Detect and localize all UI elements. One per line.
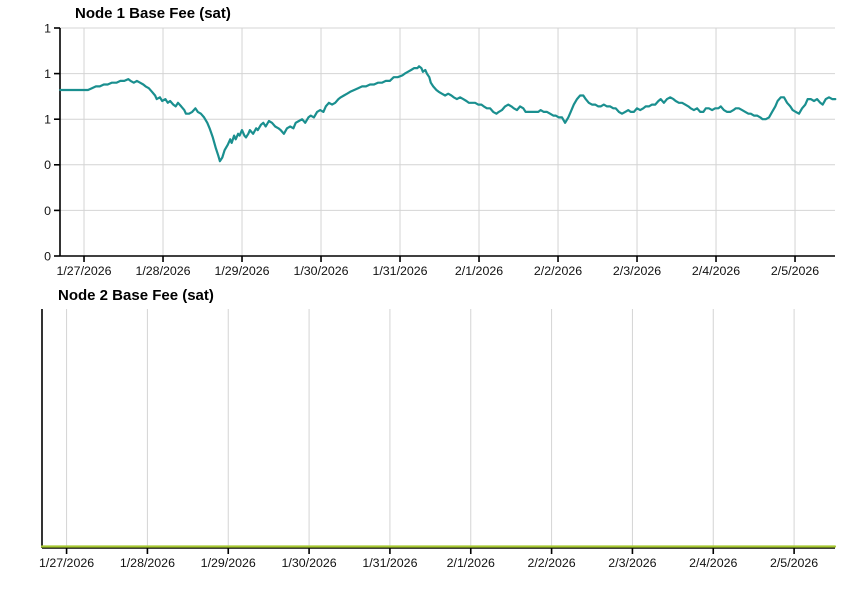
x-axis-tick-label: 2/1/2026 bbox=[455, 264, 503, 278]
y-axis-tick-label: 0 bbox=[44, 158, 51, 172]
y-axis-tick-label: 0 bbox=[44, 204, 51, 218]
gridlines bbox=[60, 27, 835, 256]
y-axis-tick-label: 1 bbox=[44, 67, 51, 81]
gridlines bbox=[66, 309, 795, 548]
x-axis-tick-label: 2/5/2026 bbox=[770, 556, 818, 570]
x-axis-tick-label: 2/1/2026 bbox=[447, 556, 495, 570]
chart2-title: Node 2 Base Fee (sat) bbox=[58, 287, 214, 304]
x-axis-tick-label: 1/31/2026 bbox=[362, 556, 417, 570]
tick-labels: 1/27/2026 1/28/2026 1/29/2026 1/30/2026 1/31… bbox=[44, 21, 819, 278]
y-axis-tick-label: 1 bbox=[44, 113, 51, 127]
axes bbox=[54, 27, 835, 262]
chart1-title: Node 1 Base Fee (sat) bbox=[75, 5, 231, 22]
x-axis-tick-label: 1/29/2026 bbox=[201, 556, 256, 570]
x-axis-tick-label: 2/2/2026 bbox=[534, 264, 582, 278]
x-axis-tick-label: 2/5/2026 bbox=[771, 264, 819, 278]
node1-chart-plot: 1/27/2026 1/28/2026 1/29/2026 1/30/2026 1/31… bbox=[44, 21, 837, 278]
x-axis-tick-label: 1/27/2026 bbox=[39, 556, 94, 570]
x-axis-tick-label: 2/2/2026 bbox=[527, 556, 575, 570]
x-axis-tick-label: 1/28/2026 bbox=[120, 556, 175, 570]
tick-labels: 1/27/2026 1/28/2026 1/29/2026 1/30/2026 1/31… bbox=[39, 556, 818, 570]
axes bbox=[41, 309, 835, 554]
x-axis-tick-label: 1/27/2026 bbox=[56, 264, 111, 278]
x-axis-tick-label: 1/31/2026 bbox=[372, 264, 427, 278]
x-axis-tick-label: 1/28/2026 bbox=[135, 264, 190, 278]
node2-chart-plot: 1/27/2026 1/28/2026 1/29/2026 1/30/2026 1/31… bbox=[39, 309, 837, 570]
x-axis-tick-label: 2/4/2026 bbox=[689, 556, 737, 570]
y-axis-tick-label: 0 bbox=[44, 249, 51, 263]
x-axis-tick-label: 2/3/2026 bbox=[613, 264, 661, 278]
x-axis-tick-label: 2/3/2026 bbox=[608, 556, 656, 570]
series-line bbox=[59, 65, 837, 163]
x-axis-tick-label: 1/30/2026 bbox=[282, 556, 337, 570]
y-axis-tick-label: 1 bbox=[44, 21, 51, 35]
x-axis-tick-label: 1/30/2026 bbox=[293, 264, 348, 278]
x-axis-tick-label: 1/29/2026 bbox=[214, 264, 269, 278]
x-axis-tick-label: 2/4/2026 bbox=[692, 264, 740, 278]
